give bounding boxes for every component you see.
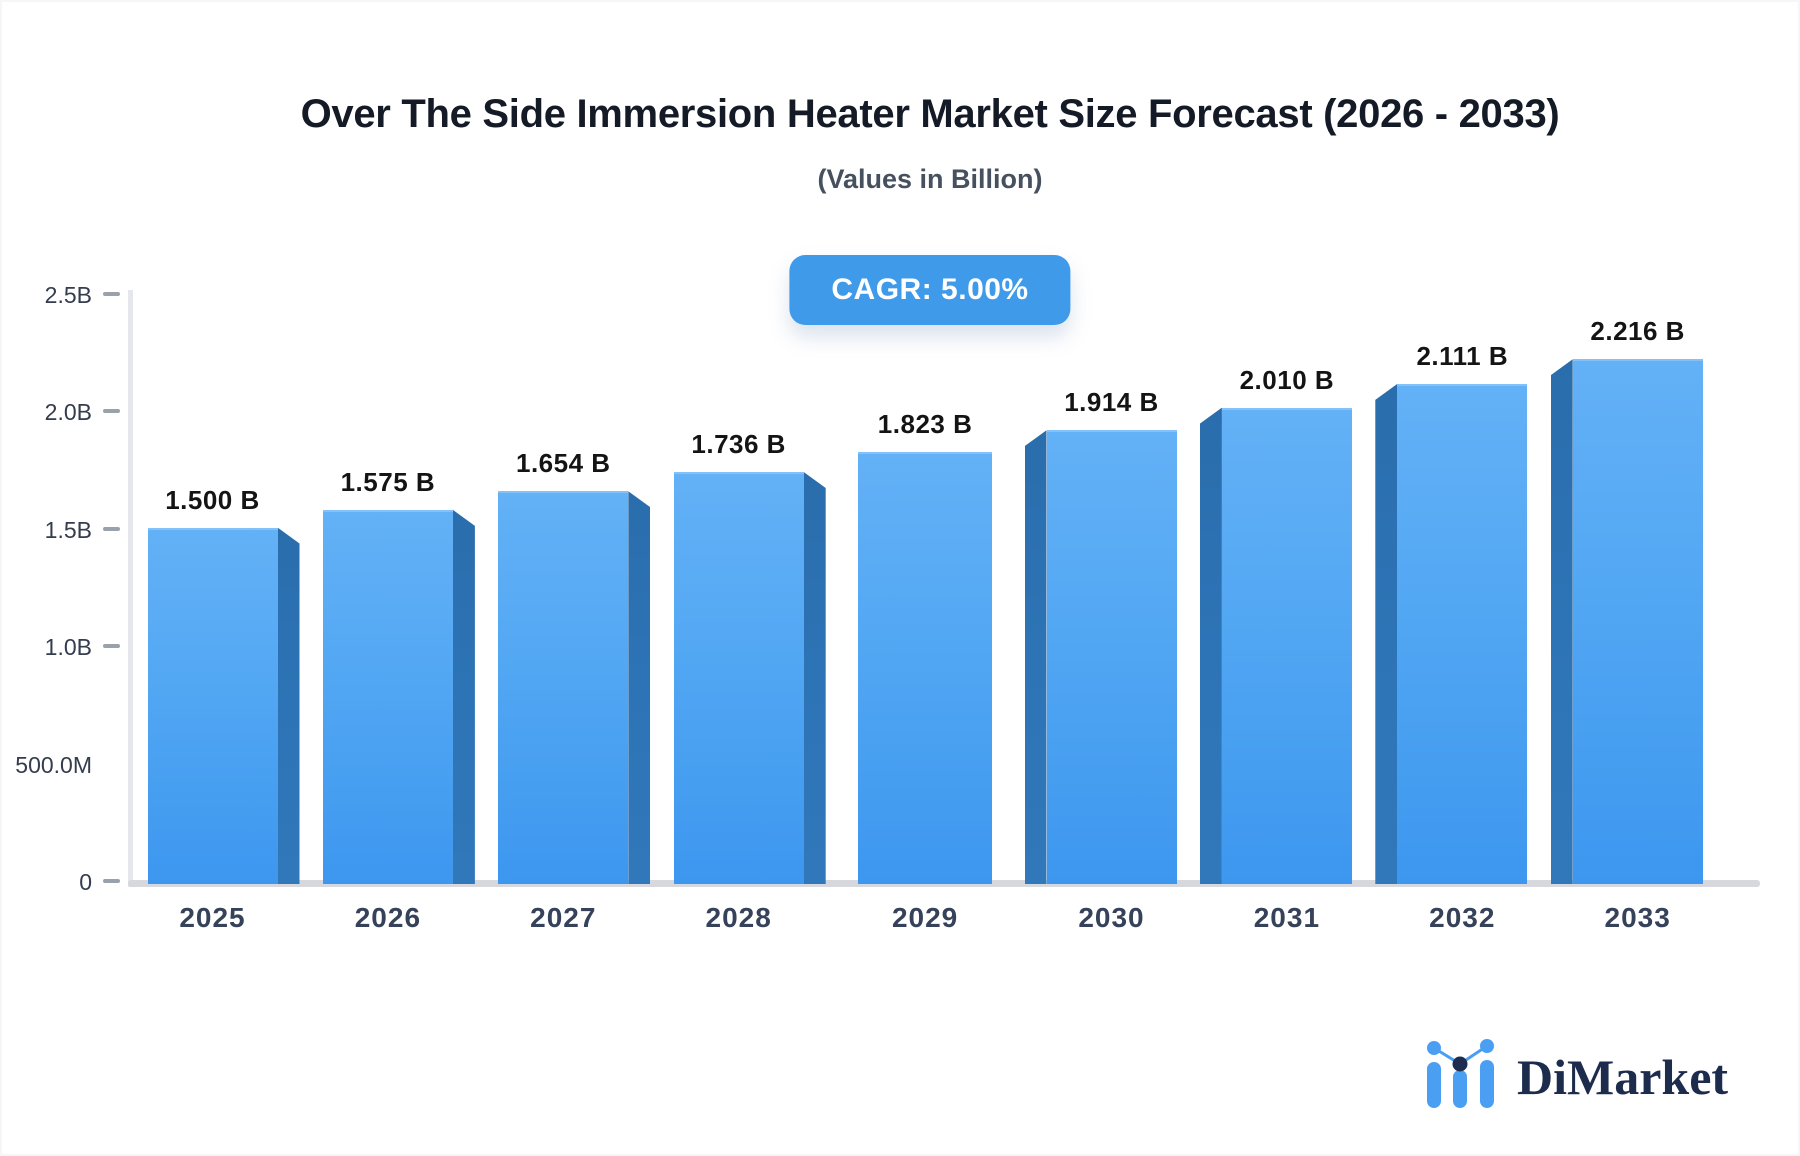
y-tick-dash: [103, 644, 120, 648]
y-tick-dash: [103, 879, 120, 883]
x-axis-label-2032: 2032: [1429, 902, 1496, 933]
chart-subtitle: (Values in Billion): [817, 164, 1043, 194]
x-axis-label-2027: 2027: [530, 902, 597, 933]
x-axis-label-2026: 2026: [354, 902, 422, 933]
brand-chart-icon: [1427, 1039, 1494, 1108]
y-tick-dash: [103, 291, 120, 296]
bar-value-label-2025: 1.500 B: [165, 484, 260, 515]
y-tick-label-1.5B: 1.5B: [44, 516, 92, 543]
cagr-badge: CAGR: 5.00%: [789, 255, 1071, 325]
chart-title: Over The Side Immersion Heater Market Si…: [300, 92, 1560, 136]
bar-value-label-2030: 1.914 B: [1064, 387, 1159, 418]
bar-side-2026: [452, 509, 475, 884]
bar-side-2030: [1024, 430, 1047, 884]
bar-value-label-2031: 2.010 B: [1239, 364, 1335, 395]
y-tick-label-1.0B: 1.0B: [44, 634, 92, 660]
x-axis-label-2028: 2028: [705, 902, 772, 933]
bar-2027: [498, 491, 629, 884]
brand-logo: DiMarket: [1425, 1038, 1728, 1108]
bar-value-label-2027: 1.654 B: [516, 448, 611, 479]
bar-2026: [322, 509, 453, 884]
x-axis-label-2031: 2031: [1253, 902, 1321, 933]
y-tick-label-500.0M: 500.0M: [15, 751, 92, 778]
brand-name: DiMarket: [1517, 1049, 1729, 1105]
bar-side-2033: [1550, 359, 1573, 884]
bar-side-2028: [803, 472, 826, 884]
bar-value-label-2033: 2.216 B: [1590, 316, 1685, 347]
y-tick-label-2.0B: 2.0B: [44, 399, 92, 425]
bar-2029: [858, 451, 993, 884]
bar-side-2032: [1375, 383, 1398, 884]
bar-side-2031: [1199, 407, 1222, 884]
bar-2030: [1046, 430, 1177, 884]
bar-side-2027: [628, 491, 651, 884]
bar-side-2025: [277, 527, 300, 884]
bar-value-label-2029: 1.823 B: [877, 408, 973, 439]
bar-2025: [147, 527, 278, 884]
bar-2032: [1397, 383, 1528, 884]
x-axis-label-2033: 2033: [1604, 902, 1671, 933]
bar-2028: [673, 472, 804, 884]
x-axis-label-2025: 2025: [179, 902, 246, 933]
bar-value-label-2032: 2.111 B: [1416, 340, 1509, 371]
y-tick-label-0: 0: [79, 869, 92, 895]
bar-2031: [1221, 407, 1352, 884]
y-tick-label-2.5B: 2.5B: [44, 281, 92, 308]
bar-value-label-2028: 1.736 B: [691, 429, 786, 460]
y-tick-dash: [103, 526, 120, 531]
y-tick-dash: [103, 409, 120, 413]
x-axis-label-2029: 2029: [891, 902, 959, 933]
bar-2033: [1572, 359, 1703, 884]
bar-value-label-2026: 1.575 B: [340, 466, 436, 497]
y-axis-line: [128, 290, 133, 887]
x-axis-label-2030: 2030: [1078, 902, 1145, 933]
